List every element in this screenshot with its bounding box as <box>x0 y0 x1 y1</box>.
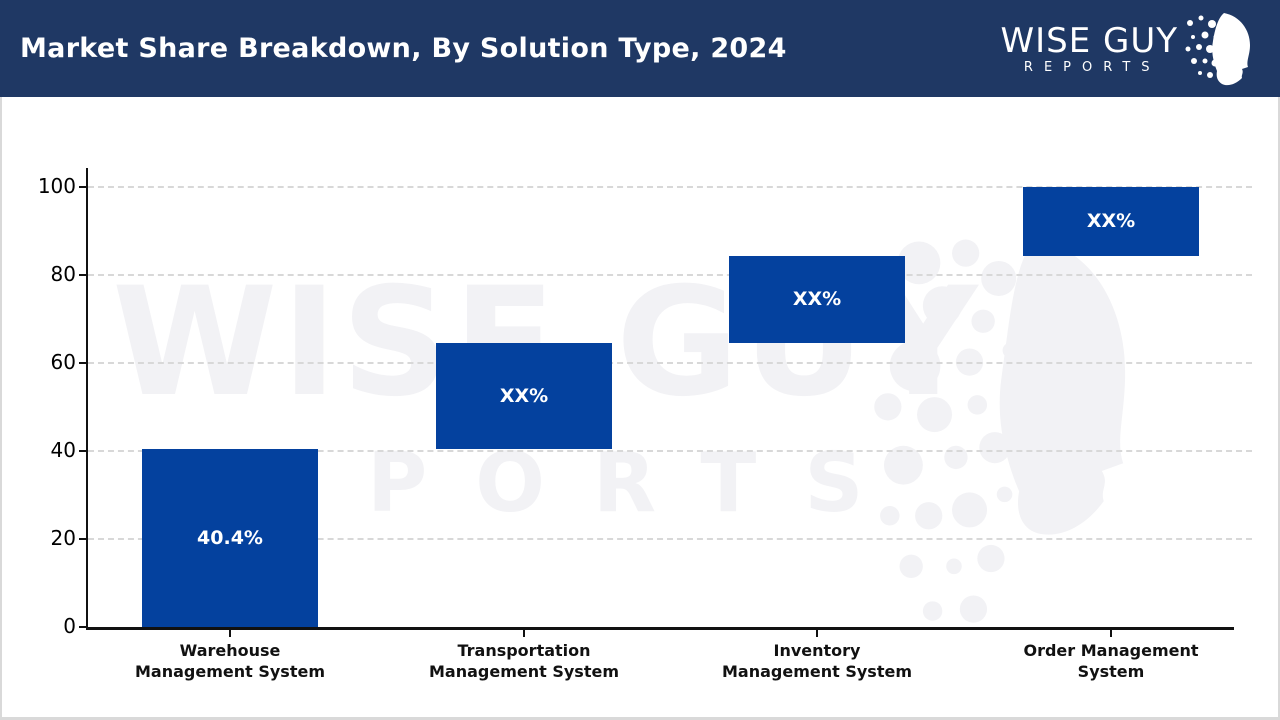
bar-value-label: XX% <box>1086 210 1136 233</box>
y-tick-label: 20 <box>50 526 76 550</box>
logo-text: WISE GUY REPORTS <box>1000 23 1178 75</box>
y-tick-label: 60 <box>50 350 76 374</box>
y-tick-label: 40 <box>50 438 76 462</box>
bar-3: XX% <box>729 255 905 343</box>
x-category-label-line: Management System <box>722 662 912 681</box>
y-tick-label: 80 <box>50 262 76 286</box>
bar-value-label: XX% <box>499 384 549 407</box>
y-tick-label: 100 <box>37 174 76 198</box>
bar-value-label: 40.4% <box>197 527 263 550</box>
x-tick-mark <box>523 629 525 637</box>
x-tick-mark <box>1110 629 1112 637</box>
x-category-label: Warehouse Management System <box>80 640 380 682</box>
x-category-label-line: System <box>1077 662 1145 681</box>
x-tick-mark <box>229 629 231 637</box>
x-category-label-line: Warehouse <box>179 641 281 660</box>
x-category-label-line: Order Management <box>1023 641 1199 660</box>
gridline-60 <box>88 362 1252 364</box>
x-category-label-line: Management System <box>429 662 619 681</box>
y-tick-mark <box>79 274 88 276</box>
logo-face-icon <box>1185 12 1250 85</box>
logo-subtext: REPORTS <box>1023 59 1161 75</box>
gridline-100 <box>88 186 1252 188</box>
x-tick-mark <box>816 629 818 637</box>
x-category-label: Order Management System <box>961 640 1261 682</box>
x-category-label-line: Inventory <box>773 641 861 660</box>
x-category-label-line: Transportation <box>457 641 591 660</box>
bar-4: XX% <box>1023 187 1199 256</box>
gridline-40 <box>88 450 1252 452</box>
y-tick-mark <box>79 626 88 628</box>
logo-wordmark: WISE GUY <box>1000 20 1178 61</box>
gridline-20 <box>88 538 1252 540</box>
y-tick-mark <box>79 450 88 452</box>
bar-value-label: XX% <box>792 288 842 311</box>
x-axis-line <box>86 627 1234 630</box>
y-tick-mark <box>79 186 88 188</box>
bar-2: XX% <box>436 342 612 450</box>
y-tick-mark <box>79 538 88 540</box>
x-category-label: Inventory Management System <box>667 640 967 682</box>
y-tick-mark <box>79 362 88 364</box>
y-tick-label: 0 <box>63 614 76 638</box>
watermark-face-icon <box>874 239 1126 623</box>
header-bar: Market Share Breakdown, By Solution Type… <box>0 0 1280 97</box>
gridline-80 <box>88 274 1252 276</box>
x-category-label-line: Management System <box>135 662 325 681</box>
bar-1: 40.4% <box>142 449 318 627</box>
x-category-label: Transportation Management System <box>374 640 674 682</box>
y-axis-line <box>86 168 88 629</box>
wise-guy-logo: WISE GUY REPORTS <box>1000 10 1256 88</box>
chart-title: Market Share Breakdown, By Solution Type… <box>20 33 787 64</box>
